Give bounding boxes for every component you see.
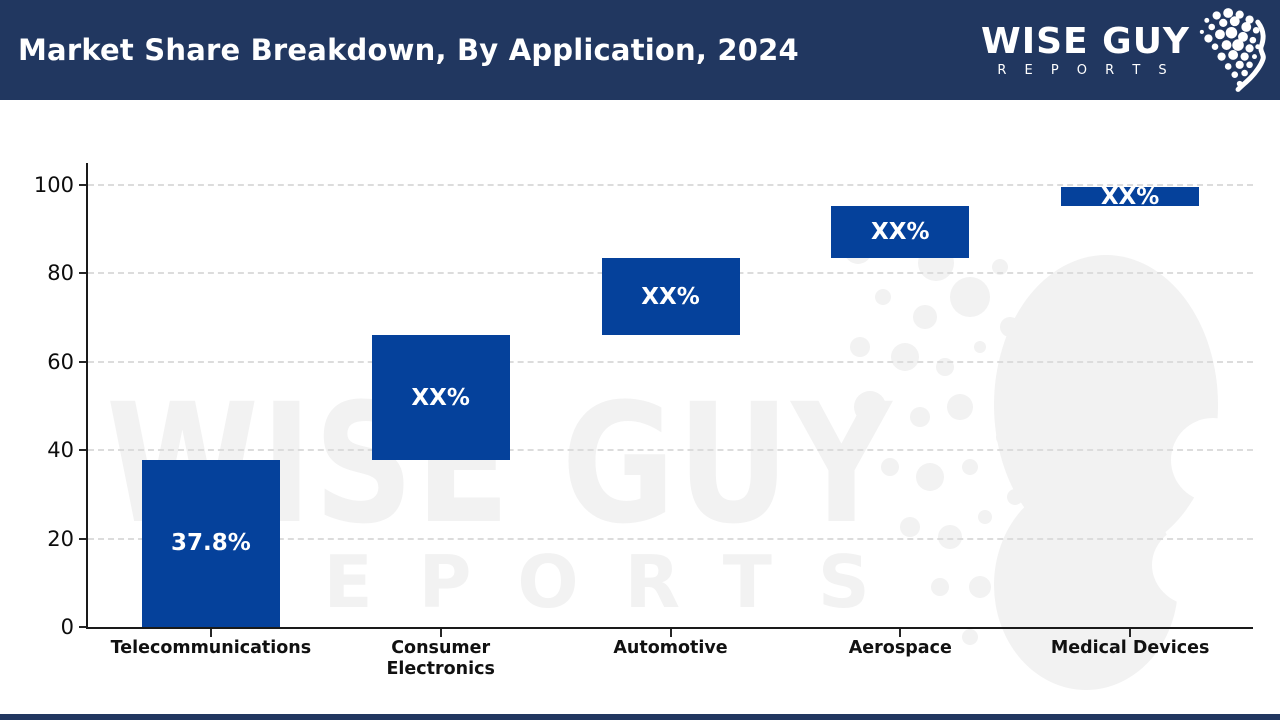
y-tick (79, 626, 88, 628)
y-tick (79, 360, 88, 363)
brand-logo: WISE GUY R E P O R T S (981, 7, 1266, 93)
axis-label-telecommunications: Telecommunications (91, 638, 331, 659)
logo-text: WISE GUY R E P O R T S (980, 20, 1190, 78)
bar-value-label: XX% (1100, 187, 1160, 207)
axis-label-line: Aerospace (848, 638, 952, 658)
y-tick-label: 0 (60, 615, 74, 639)
page-title: Market Share Breakdown, By Application, … (18, 33, 799, 67)
axis-label-line: Automotive (613, 638, 728, 658)
axis-label-medical-devices: Medical Devices (1010, 638, 1250, 659)
y-tick-label: 40 (47, 438, 74, 463)
x-tick (1129, 629, 1132, 637)
bar-telecommunications: 37.8% (141, 459, 280, 627)
y-tick (79, 184, 88, 186)
y-gridline (88, 537, 1253, 540)
y-tick-label: 100 (33, 173, 74, 197)
bar-value-label: XX% (641, 283, 700, 310)
bar-value-label: 37.8% (170, 530, 251, 557)
y-gridline (88, 360, 1253, 363)
bar-automotive: XX% (601, 257, 740, 336)
axis-label-aerospace: Aerospace (780, 638, 1020, 659)
x-tick (669, 629, 672, 637)
x-tick (439, 629, 442, 637)
x-axis-line (86, 627, 1253, 629)
y-axis-line (86, 163, 88, 629)
axis-label-line: Consumer (391, 638, 491, 658)
bar-medical-devices: XX% (1061, 187, 1200, 207)
footer-bar (0, 714, 1280, 720)
y-gridline (88, 449, 1253, 452)
bar-aerospace: XX% (831, 206, 970, 258)
logo-head-icon (1199, 8, 1266, 92)
x-tick (209, 629, 212, 637)
axis-label-automotive: Automotive (551, 638, 791, 659)
bar-value-label: XX% (411, 384, 470, 411)
y-tick-label: 80 (47, 261, 74, 286)
x-tick (899, 629, 902, 637)
y-tick (79, 272, 88, 275)
y-tick-label: 20 (47, 526, 74, 551)
logo-wordmark: WISE GUY (980, 20, 1190, 62)
axis-label-consumer-electronics: Consumer Electronics (321, 638, 561, 681)
axis-label-line: Telecommunications (110, 638, 312, 658)
axis-label-line: Medical Devices (1050, 638, 1210, 658)
bar-value-label: XX% (871, 219, 930, 246)
y-tick (79, 537, 88, 540)
y-tick (79, 449, 88, 452)
logo-subtext: R E P O R T S (997, 62, 1174, 78)
y-gridline (88, 184, 1253, 186)
header: Market Share Breakdown, By Application, … (0, 0, 1280, 100)
axis-label-line: Electronics (386, 659, 495, 680)
bar-consumer-electronics: XX% (371, 335, 510, 460)
y-tick-label: 60 (47, 349, 74, 374)
